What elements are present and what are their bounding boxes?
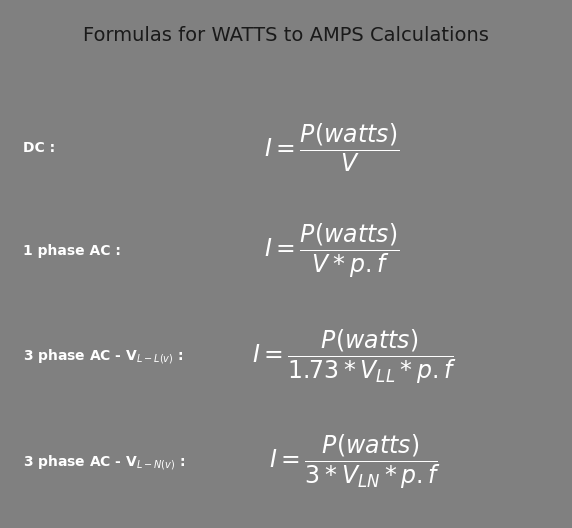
Text: $I = \dfrac{P(watts)}{V * p.f}$: $I = \dfrac{P(watts)}{V * p.f}$: [264, 222, 399, 280]
Text: DC :: DC :: [23, 141, 55, 155]
Text: $I = \dfrac{P(watts)}{V}$: $I = \dfrac{P(watts)}{V}$: [264, 121, 399, 174]
Text: 1 phase AC :: 1 phase AC :: [23, 244, 121, 258]
Text: 3 phase AC - V$_{L-L(v)}$ :: 3 phase AC - V$_{L-L(v)}$ :: [23, 347, 184, 366]
Text: Formulas for WATTS to AMPS Calculations: Formulas for WATTS to AMPS Calculations: [83, 26, 489, 45]
Text: 3 phase AC - V$_{L-N(v)}$ :: 3 phase AC - V$_{L-N(v)}$ :: [23, 452, 185, 472]
Text: $I = \dfrac{P(watts)}{3 * V_{LN} * p.f}$: $I = \dfrac{P(watts)}{3 * V_{LN} * p.f}$: [269, 433, 440, 491]
Text: $I = \dfrac{P(watts)}{1.73 * V_{LL} * p.f}$: $I = \dfrac{P(watts)}{1.73 * V_{LL} * p.…: [252, 327, 457, 385]
